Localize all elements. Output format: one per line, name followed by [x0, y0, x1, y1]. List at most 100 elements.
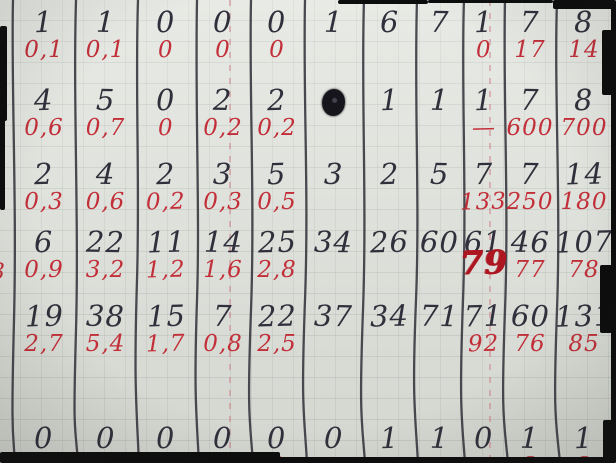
cell-value-primary: 46: [510, 224, 550, 260]
cell-value-secondary: 180: [560, 189, 608, 215]
table-cell: 26: [363, 224, 416, 298]
table-cell: 1—: [463, 83, 504, 156]
cell-value-secondary: —: [471, 114, 496, 142]
table-cell: 3 0,3: [196, 156, 250, 226]
cell-value-secondary: 0,2: [203, 115, 243, 141]
cell-value-secondary: 0,7: [85, 115, 126, 141]
cell-value-primary: 7: [429, 4, 450, 40]
cell-value-primary: 38: [85, 298, 126, 334]
cell-value-primary: 7: [519, 4, 541, 40]
table-cell: 37: [304, 299, 363, 380]
scribbled-out-value: [322, 89, 345, 116]
cell-value-primary: 34: [313, 224, 354, 260]
cell-value-primary: 22: [257, 298, 297, 334]
cell-value-primary: 22: [85, 224, 126, 260]
margin-line: [489, 0, 491, 463]
cell-value-primary: 2: [33, 156, 55, 192]
cell-value-primary: 6: [379, 4, 400, 40]
cell-value-secondary: 0,8: [203, 331, 243, 357]
cell-value-secondary: 5,4: [85, 331, 126, 357]
cell-value-primary: 60: [419, 224, 460, 260]
table-row: 1 0,1 1 0,1 0 0 0 0 0 0 1 6 7 1 0 7 17 8 14: [13, 4, 612, 84]
cell-value-secondary: 0,6: [85, 189, 126, 215]
cell-value-secondary: 0,3: [24, 189, 64, 215]
cell-value-primary: 1: [429, 420, 450, 456]
cell-value-primary: 2: [266, 82, 288, 118]
table-cell: 2 0,2: [196, 83, 250, 156]
photo-edge-artifact: [338, 0, 428, 4]
cell-value-primary: 0: [266, 420, 288, 456]
cell-value-primary: 3: [323, 156, 344, 192]
cell-value-secondary: 0: [269, 37, 285, 63]
cell-value-primary: 8: [573, 82, 595, 118]
cell-value-primary: 1: [379, 82, 400, 118]
table-row: 4 0,6 5 0,7 0 0 2 0,2 2 0,2 1 1 1—7 600 8 700: [13, 82, 612, 156]
cell-value-secondary: 0: [475, 36, 492, 64]
cell-value-secondary: 0,1: [24, 37, 64, 63]
table-cell: 38 5,4: [75, 298, 136, 380]
cell-value-primary: 2: [379, 156, 400, 192]
photo-edge-artifact: [250, 457, 616, 463]
cell-value-secondary: 14: [568, 37, 600, 63]
table-cell: 71 92: [463, 298, 504, 380]
table-cell: 19 2,7: [13, 298, 75, 380]
table-cell: 7 133: [460, 157, 508, 226]
table-cell: 60 76: [504, 298, 556, 380]
cell-value-primary: 34: [369, 298, 410, 334]
cell-value-primary: 1: [429, 82, 450, 118]
table-cell: 6 0,9: [13, 224, 75, 298]
table-cell: 14 180: [556, 156, 612, 226]
photo-edge-artifact: [553, 0, 616, 9]
cell-value-secondary: 79: [459, 242, 508, 283]
table-cell: 131 85: [554, 298, 613, 380]
cell-value-primary: 71: [419, 298, 460, 334]
table-cell: 7 17: [504, 4, 556, 84]
cell-value-primary: 5: [95, 82, 116, 118]
cell-value-primary: 0: [155, 82, 177, 118]
cell-value-primary: 14: [203, 224, 243, 260]
cell-value-secondary: 2,8: [257, 257, 297, 283]
cell-value-primary: 0: [95, 420, 116, 456]
table-row: 2 0,3 4 0,6 2 0,2 3 0,3 5 0,5 3 2 5 7 133 7 250 14 180: [13, 156, 612, 226]
table-cell: 1 0,1: [13, 5, 75, 84]
table-cell: 15 1,7: [136, 298, 196, 380]
table-cell: 6: [363, 4, 416, 84]
cell-value-primary: 7: [212, 298, 234, 334]
table-cell: 5 0,7: [75, 82, 136, 156]
table-cell: 8 14: [556, 4, 612, 84]
cell-value-secondary: 0,5: [257, 189, 297, 215]
cell-value-secondary: 0,6: [24, 115, 64, 141]
margin-line: [229, 0, 231, 463]
cell-value-secondary: 85: [568, 331, 600, 357]
cell-value-primary: 0: [212, 420, 234, 456]
cell-value-primary: 5: [429, 156, 450, 192]
cell-value-secondary: 92: [467, 330, 500, 358]
table-cell: 11 1,2: [136, 224, 196, 298]
table-cell: 5: [416, 156, 463, 226]
table-cell: 61 79: [459, 224, 508, 298]
cell-value-primary: 1: [323, 4, 344, 40]
cell-value-primary: 3: [212, 156, 234, 192]
cell-value-secondary: 0: [157, 114, 175, 142]
table-row: 6 0,9 22 3,2 11 1,2 14 1,6 25 2,8 34 26 60 61 79 46 77 10…: [13, 224, 613, 298]
table-cell: 2 0,3: [13, 156, 75, 226]
table-cell: 1 0,1: [75, 5, 136, 84]
cell-value-secondary: 0,9: [24, 257, 64, 283]
table-cell: 4 0,6: [75, 156, 136, 226]
cell-value-secondary: 0: [215, 37, 231, 63]
cell-value-primary: 8: [573, 4, 595, 40]
table-cell: 1: [304, 4, 363, 84]
table-cell: 34: [304, 224, 363, 298]
table-cell: 7 0,8: [196, 298, 250, 380]
cell-value-primary: 6: [33, 224, 55, 260]
cell-value-secondary: 0,2: [257, 115, 297, 141]
cell-value-primary: 1: [519, 420, 541, 456]
cell-value-primary: 26: [369, 224, 410, 260]
cell-value-primary: 60: [510, 298, 550, 334]
table-row: 19 2,7 38 5,4 15 1,7 7 0,8 22 2,5 37 34 71 71 92 60 76 13…: [13, 298, 614, 380]
cell-value-secondary: 0,1: [85, 37, 126, 63]
cell-value-primary: 4: [95, 156, 116, 192]
cell-value-secondary: 17: [514, 37, 546, 63]
